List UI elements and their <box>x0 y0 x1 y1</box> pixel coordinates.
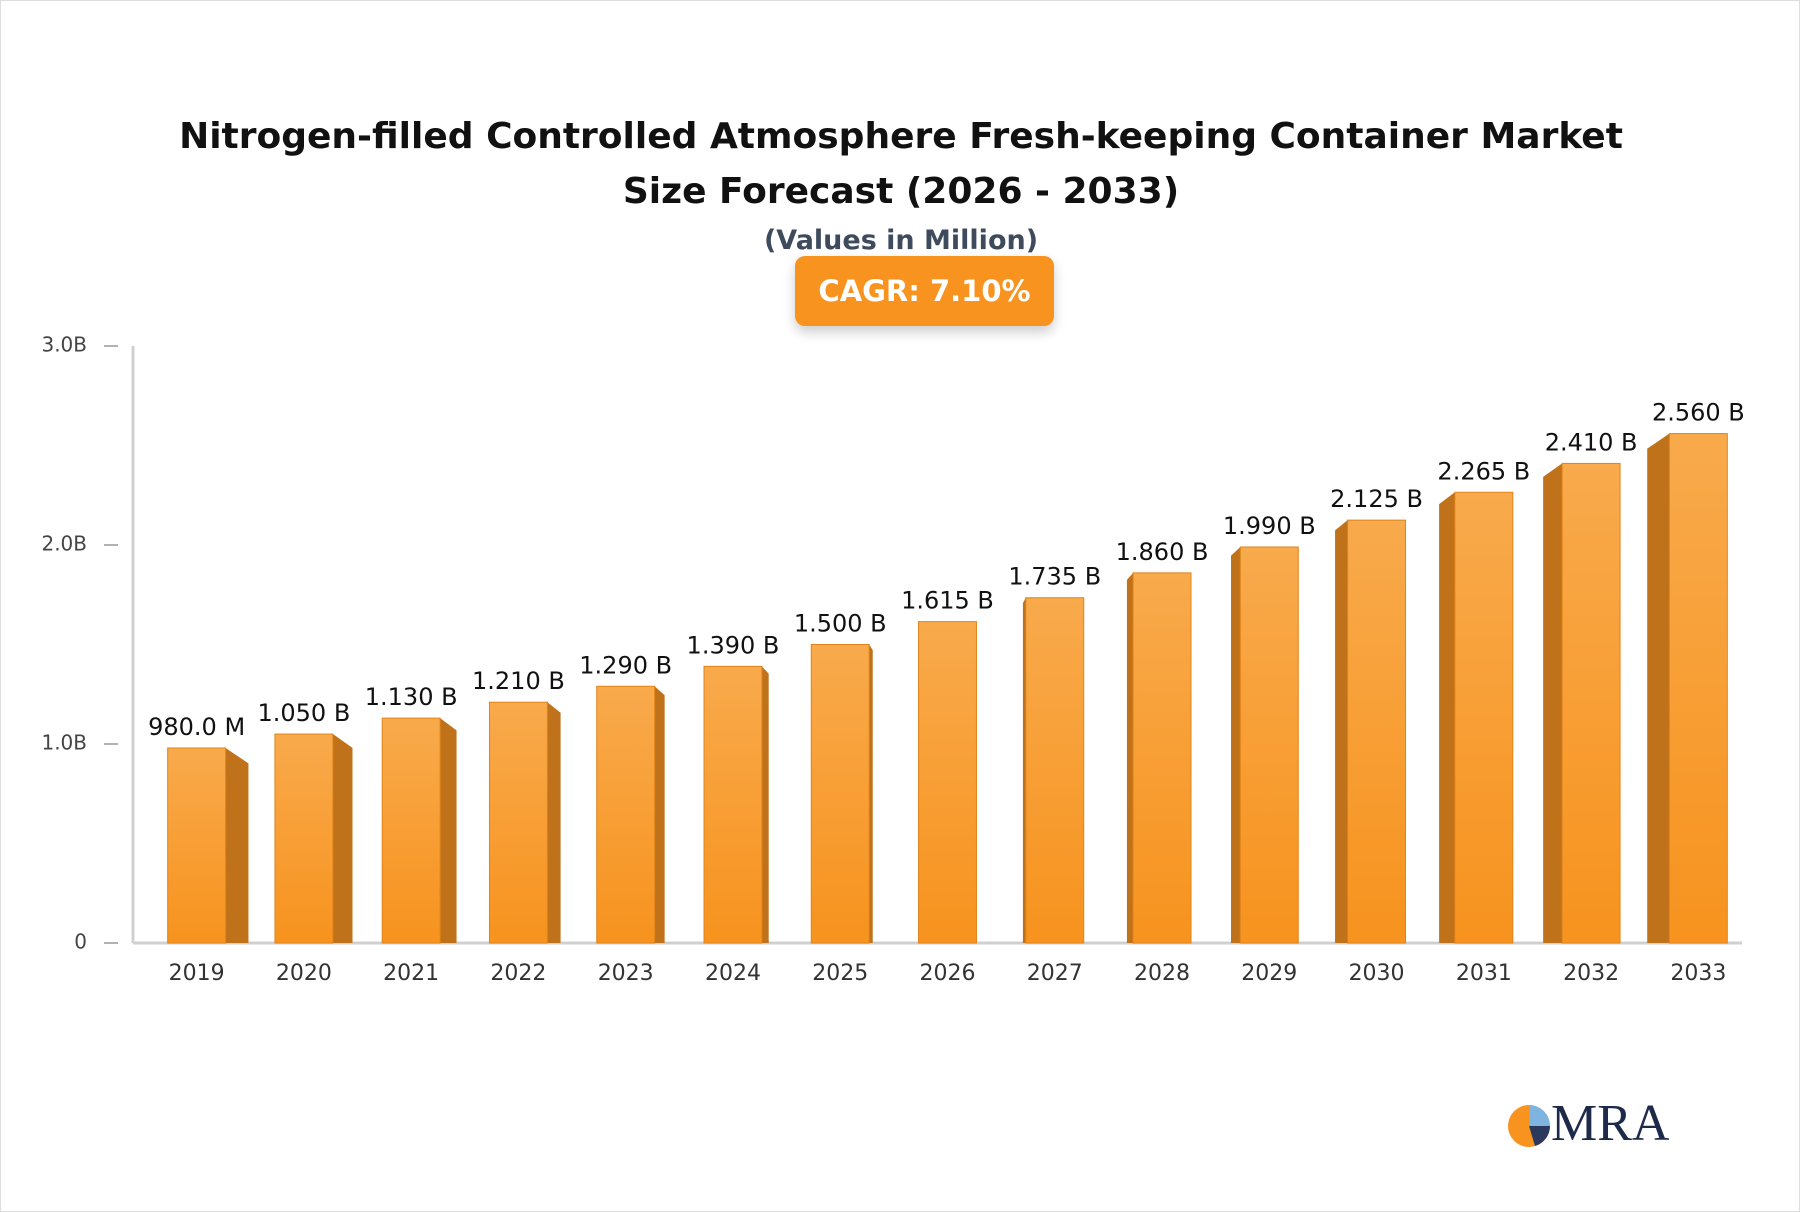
value-label: 2.125 B <box>1330 485 1423 513</box>
x-tick-label: 2023 <box>598 961 654 986</box>
x-tick-label: 2029 <box>1241 961 1297 986</box>
bar-side <box>761 666 769 943</box>
value-label: 1.290 B <box>579 651 672 679</box>
bar-side <box>332 734 353 943</box>
x-tick-label: 2019 <box>169 961 225 986</box>
y-tick-label: 2.0B <box>41 532 87 556</box>
bar <box>1561 462 1621 944</box>
x-tick-label: 2028 <box>1134 961 1190 986</box>
value-label: 2.560 B <box>1652 399 1745 427</box>
chart-subtitle: (Values in Million) <box>763 225 1039 256</box>
bar <box>167 747 227 944</box>
x-tick-label: 2022 <box>490 961 546 986</box>
bar <box>1347 519 1407 944</box>
bar-side <box>1126 572 1134 943</box>
y-tick-label: 0 <box>74 930 87 954</box>
bar <box>1454 491 1514 944</box>
bar-side <box>440 718 457 943</box>
bar-side <box>1543 463 1563 943</box>
bar <box>1025 597 1085 944</box>
logo-text: MRA <box>1551 1095 1670 1152</box>
x-tick-label: 2031 <box>1456 961 1512 986</box>
value-label: 2.265 B <box>1437 457 1530 485</box>
value-label: 980.0 M <box>148 713 245 741</box>
bar-side <box>547 702 561 943</box>
y-tick-label: 1.0B <box>41 731 87 755</box>
x-tick-label: 2026 <box>920 961 976 986</box>
x-tick-label: 2027 <box>1027 961 1083 986</box>
cagr-badge: CAGR: 7.10% <box>795 256 1054 326</box>
x-tick-label: 2032 <box>1563 961 1619 986</box>
bar <box>596 685 656 944</box>
value-label: 1.615 B <box>901 587 994 615</box>
bar <box>810 644 870 944</box>
x-tick-label: 2030 <box>1349 961 1405 986</box>
bar-side <box>654 686 665 943</box>
bar-side <box>1022 597 1026 943</box>
x-tick-label: 2033 <box>1670 961 1726 986</box>
bar <box>381 717 441 944</box>
y-tick-label: 3.0B <box>41 333 87 357</box>
value-label: 1.050 B <box>257 699 350 727</box>
bar-side <box>1335 520 1348 943</box>
value-label: 1.130 B <box>365 683 458 711</box>
bar <box>1239 546 1299 944</box>
bar-side <box>1647 433 1670 943</box>
bar-side <box>1231 546 1241 943</box>
x-tick-label: 2021 <box>383 961 439 986</box>
value-label: 1.500 B <box>794 610 887 638</box>
bar-side <box>869 644 873 943</box>
bar <box>274 733 334 944</box>
x-tick-label: 2025 <box>812 961 868 986</box>
value-label: 1.390 B <box>687 631 780 659</box>
value-label: 1.860 B <box>1116 538 1209 566</box>
x-tick-label: 2020 <box>276 961 332 986</box>
bar <box>918 621 977 944</box>
bar <box>488 701 548 944</box>
value-label: 1.990 B <box>1223 512 1316 540</box>
bar-side <box>1439 492 1455 943</box>
bar-side <box>225 747 249 943</box>
x-tick-label: 2024 <box>705 961 761 986</box>
chart-title: Nitrogen-filled Controlled Atmosphere Fr… <box>179 116 1623 212</box>
value-label: 2.410 B <box>1545 428 1638 456</box>
value-label: 1.210 B <box>472 667 565 695</box>
value-label: 1.735 B <box>1008 563 1101 591</box>
logo: MRA <box>1508 1095 1670 1152</box>
bar <box>703 665 763 944</box>
bar <box>1132 572 1192 944</box>
bar <box>1668 433 1728 944</box>
